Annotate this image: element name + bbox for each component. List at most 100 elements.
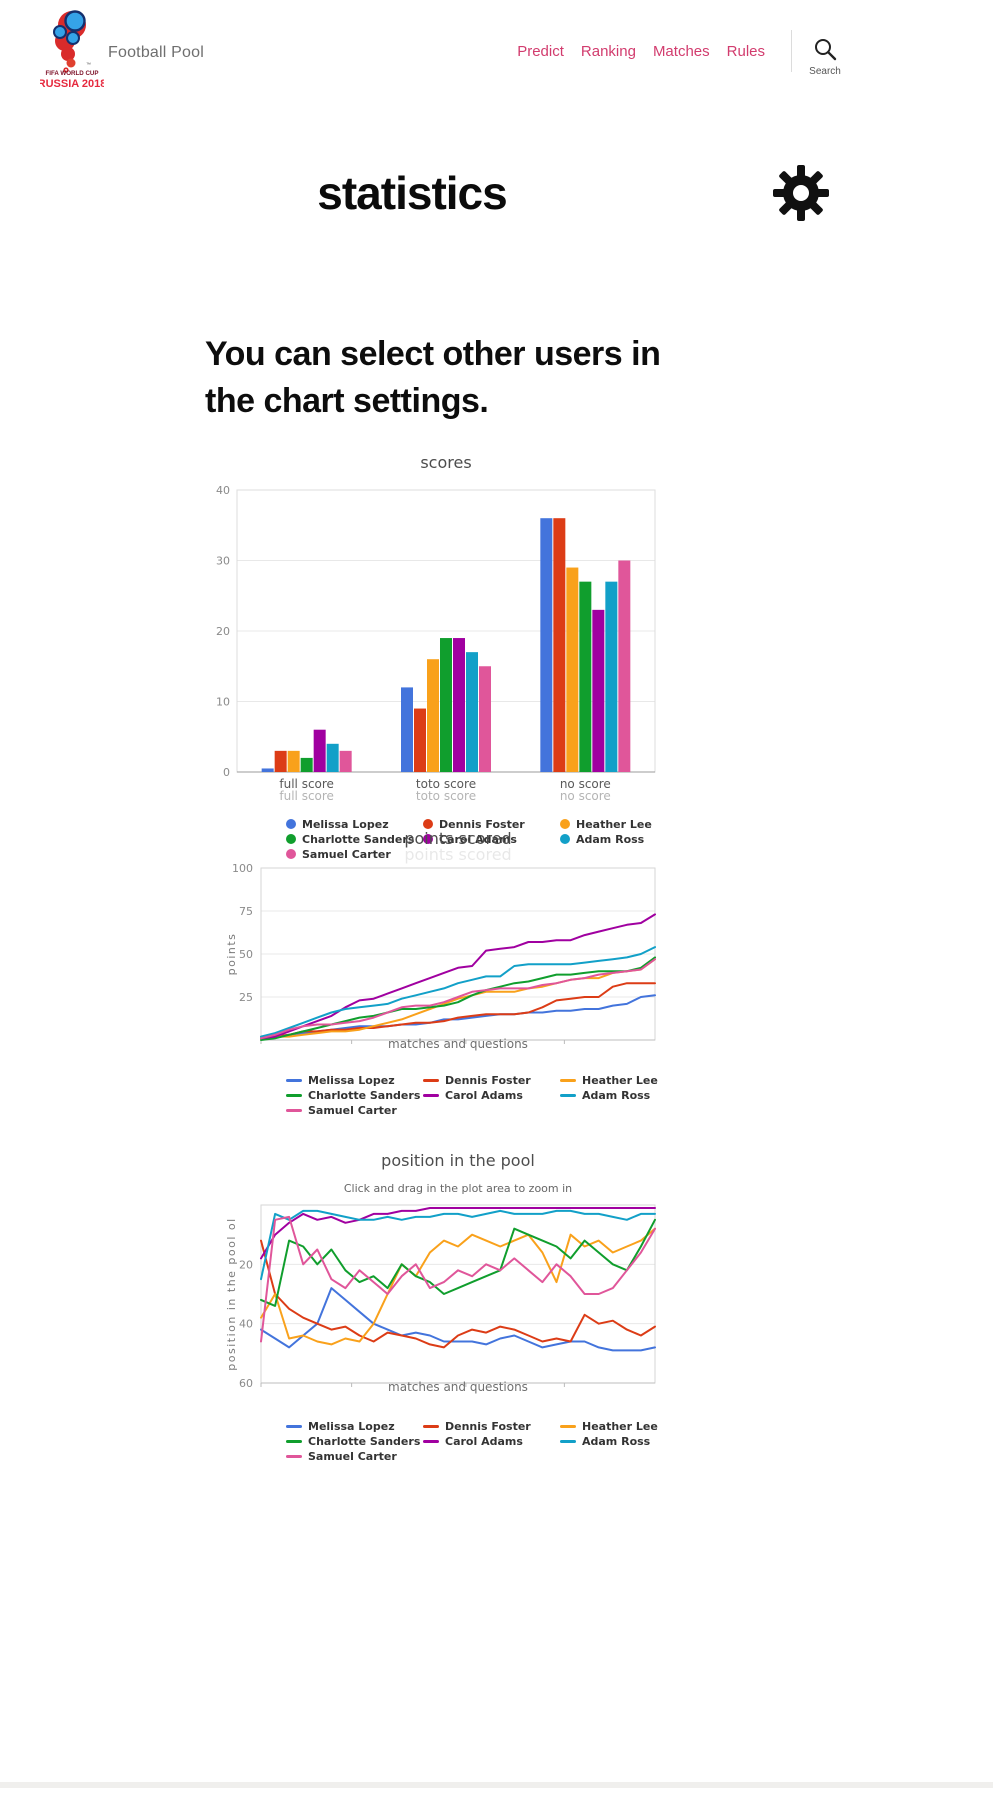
bar-dennis-foster[interactable]: [553, 518, 566, 772]
legend-item-heather-lee[interactable]: Heather Lee: [560, 1073, 697, 1087]
legend-item-charlotte-sanders[interactable]: Charlotte Sanders: [286, 1088, 423, 1102]
legend-item-melissa-lopez[interactable]: Melissa Lopez: [286, 1073, 423, 1087]
nav-link-matches[interactable]: Matches: [652, 43, 710, 60]
search-button[interactable]: [810, 36, 840, 67]
legend-item-melissa-lopez[interactable]: Melissa Lopez: [286, 817, 423, 831]
legend-label: Samuel Carter: [308, 1449, 397, 1463]
bar-melissa-lopez[interactable]: [540, 518, 553, 772]
bar-melissa-lopez[interactable]: [261, 768, 274, 772]
legend-line-marker: [286, 1439, 302, 1443]
bar-samuel-carter[interactable]: [618, 560, 631, 773]
bar-dennis-foster[interactable]: [274, 750, 287, 772]
legend-circle-marker: [560, 834, 570, 844]
position-chart-svg[interactable]: position in the pool Click and drag in th…: [205, 1148, 675, 1400]
legend-item-carol-adams[interactable]: Carol Adams: [423, 832, 560, 846]
legend-label: Melissa Lopez: [308, 1419, 395, 1433]
legend-line-marker: [423, 1093, 439, 1097]
legend-label: Carol Adams: [445, 1088, 523, 1102]
legend-line-marker: [423, 1078, 439, 1082]
legend-item-adam-ross[interactable]: Adam Ross: [560, 1434, 697, 1448]
legend-item-dennis-foster[interactable]: Dennis Foster: [423, 817, 560, 831]
svg-text:points scored: points scored: [404, 845, 511, 864]
bar-heather-lee[interactable]: [427, 659, 439, 772]
bar-melissa-lopez[interactable]: [401, 687, 413, 772]
bar-dennis-foster[interactable]: [414, 708, 426, 772]
nav-link-rules[interactable]: Rules: [726, 43, 765, 60]
bar-charlotte-sanders[interactable]: [579, 581, 592, 772]
bar-adam-ross[interactable]: [605, 581, 618, 772]
main-nav: Predict Ranking Matches Rules: [517, 43, 765, 60]
line-carol-adams[interactable]: [260, 913, 656, 1040]
site-logo[interactable]: ™ FIFA WORLD CUP RUSSIA 2018: [38, 8, 106, 101]
search-label: Search: [809, 66, 841, 77]
bar-carol-adams[interactable]: [453, 638, 465, 772]
line-carol-adams[interactable]: [260, 1207, 656, 1260]
legend-item-dennis-foster[interactable]: Dennis Foster: [423, 1419, 560, 1433]
legend-item-melissa-lopez[interactable]: Melissa Lopez: [286, 1419, 423, 1433]
svg-text:position in the pool: position in the pool: [381, 1151, 535, 1170]
svg-text:toto score: toto score: [416, 777, 476, 791]
bar-samuel-carter[interactable]: [479, 666, 491, 772]
legend-item-adam-ross[interactable]: Adam Ross: [560, 832, 697, 846]
legend-label: Samuel Carter: [302, 847, 391, 861]
line-samuel-carter[interactable]: [260, 1215, 656, 1343]
legend-label: Carol Adams: [439, 832, 517, 846]
legend-item-samuel-carter[interactable]: Samuel Carter: [286, 1103, 423, 1117]
legend-item-dennis-foster[interactable]: Dennis Foster: [423, 1073, 560, 1087]
line-dennis-foster[interactable]: [260, 1239, 656, 1349]
svg-text:20: 20: [216, 625, 230, 638]
bar-charlotte-sanders[interactable]: [300, 757, 313, 772]
legend-line-marker: [286, 1078, 302, 1082]
legend-circle-marker: [286, 819, 296, 829]
line-heather-lee[interactable]: [260, 958, 656, 1040]
line-heather-lee[interactable]: [260, 1227, 656, 1346]
legend-label: Carol Adams: [445, 1434, 523, 1448]
nav-link-predict[interactable]: Predict: [517, 43, 564, 60]
legend-circle-marker: [423, 834, 433, 844]
svg-text:50: 50: [239, 948, 253, 961]
svg-text:10: 10: [216, 696, 230, 709]
legend-item-carol-adams[interactable]: Carol Adams: [423, 1434, 560, 1448]
line-samuel-carter[interactable]: [260, 958, 656, 1040]
bar-adam-ross[interactable]: [326, 743, 339, 772]
legend-item-charlotte-sanders[interactable]: Charlotte Sanders: [286, 832, 423, 846]
svg-text:matches and questions: matches and questions: [388, 1037, 528, 1051]
legend-line-marker: [286, 1454, 302, 1458]
line-adam-ross[interactable]: [260, 946, 656, 1038]
line-adam-ross[interactable]: [260, 1209, 656, 1281]
bar-samuel-carter[interactable]: [339, 750, 352, 772]
legend-item-samuel-carter[interactable]: Samuel Carter: [286, 847, 423, 861]
line-charlotte-sanders[interactable]: [260, 1218, 656, 1307]
legend-item-heather-lee[interactable]: Heather Lee: [560, 1419, 697, 1433]
footer-divider: [0, 1782, 993, 1788]
legend-item-charlotte-sanders[interactable]: Charlotte Sanders: [286, 1434, 423, 1448]
bar-carol-adams[interactable]: [592, 609, 605, 772]
chart-settings-button[interactable]: [772, 164, 830, 227]
site-title[interactable]: Football Pool: [108, 44, 204, 61]
legend-line-marker: [423, 1424, 439, 1428]
bar-heather-lee[interactable]: [287, 750, 300, 772]
points-scored-chart-legend: Melissa Lopez Dennis Foster Heather Lee Cha…: [286, 1073, 697, 1117]
legend-label: Heather Lee: [582, 1073, 658, 1087]
svg-text:40: 40: [239, 1318, 253, 1331]
legend-item-adam-ross[interactable]: Adam Ross: [560, 1088, 697, 1102]
svg-text:0: 0: [223, 766, 230, 779]
nav-link-ranking[interactable]: Ranking: [580, 43, 636, 60]
legend-item-heather-lee[interactable]: Heather Lee: [560, 817, 697, 831]
legend-circle-marker: [560, 819, 570, 829]
line-melissa-lopez[interactable]: [260, 1287, 656, 1352]
bar-charlotte-sanders[interactable]: [440, 638, 452, 772]
bar-adam-ross[interactable]: [466, 652, 478, 772]
bar-carol-adams[interactable]: [313, 729, 326, 772]
svg-text:toto score: toto score: [416, 789, 476, 803]
line-dennis-foster[interactable]: [260, 982, 656, 1040]
world-cup-trophy-logo: ™ FIFA WORLD CUP RUSSIA 2018: [38, 10, 106, 90]
legend-item-samuel-carter[interactable]: Samuel Carter: [286, 1449, 423, 1463]
legend-item-carol-adams[interactable]: Carol Adams: [423, 1088, 560, 1102]
line-charlotte-sanders[interactable]: [260, 956, 656, 1041]
legend-circle-marker: [286, 849, 296, 859]
bar-heather-lee[interactable]: [566, 567, 579, 772]
